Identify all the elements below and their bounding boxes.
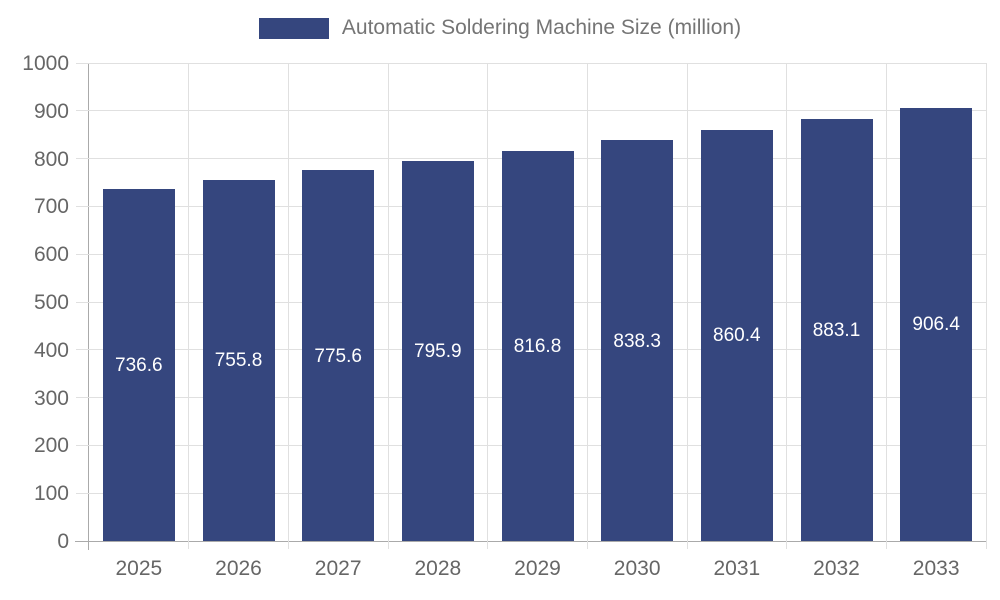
bar-2027 [302,170,375,541]
x-tick-label: 2033 [912,557,960,580]
legend-label: Automatic Soldering Machine Size (millio… [341,16,742,39]
bar-2031 [700,129,773,541]
y-tick-label: 800 [33,147,69,171]
bar-value-label: 838.3 [613,330,661,352]
bar-value-label: 906.4 [912,314,960,336]
x-tick-label: 2030 [613,557,661,580]
bar-value-label: 860.4 [713,325,761,347]
x-gridline [387,63,389,549]
y-gridline [76,62,986,64]
x-tick-label: 2028 [414,557,462,580]
y-gridline [76,110,986,112]
y-axis-bottom-extension [88,541,89,550]
x-tick-label: 2026 [215,557,262,580]
x-gridline [885,63,887,549]
bar-value-label: 736.6 [115,354,163,376]
x-gridline [586,63,588,549]
plot-area: 0 100 200 300 400 500 600 700 800 900 1000 736.6 202… [22,53,987,579]
bar-2028 [401,160,474,541]
legend-swatch-icon [258,17,329,39]
bar-2033 [900,107,973,541]
y-tick-label: 1000 [22,52,69,75]
x-tick-label: 2029 [514,557,561,580]
x-gridline [287,63,289,549]
bar-2026 [202,179,275,541]
x-gridline [985,63,987,549]
x-tick-label: 2032 [813,557,860,580]
x-tick-label: 2031 [713,557,761,580]
x-tick-label: 2027 [314,557,362,580]
bar-value-label: 755.8 [214,350,263,372]
y-tick-label: 100 [33,482,69,506]
bar-value-label: 795.9 [414,340,462,362]
y-tick-label: 0 [57,530,69,553]
bar-2030 [601,140,674,541]
y-tick-label: 600 [33,243,69,267]
bar-value-label: 775.6 [314,345,362,367]
y-tick-label: 300 [33,386,69,410]
bar-value-label: 883.1 [812,319,861,341]
bar-2025 [102,188,175,541]
x-tick-label: 2025 [115,557,163,580]
y-tick-label: 200 [33,434,69,458]
x-gridline [188,63,190,549]
x-gridline [686,63,688,549]
x-axis-left-extension [75,541,89,542]
bar-2032 [800,118,873,541]
y-tick-label: 500 [33,291,69,314]
x-gridline [786,63,788,549]
bar-2029 [501,150,574,541]
y-tick-label: 700 [33,195,69,219]
y-tick-label: 400 [33,338,69,362]
bar-value-label: 816.8 [513,335,562,357]
x-gridline [487,63,489,549]
legend[interactable]: Automatic Soldering Machine Size (millio… [0,16,1000,40]
y-tick-label: 900 [33,99,69,123]
